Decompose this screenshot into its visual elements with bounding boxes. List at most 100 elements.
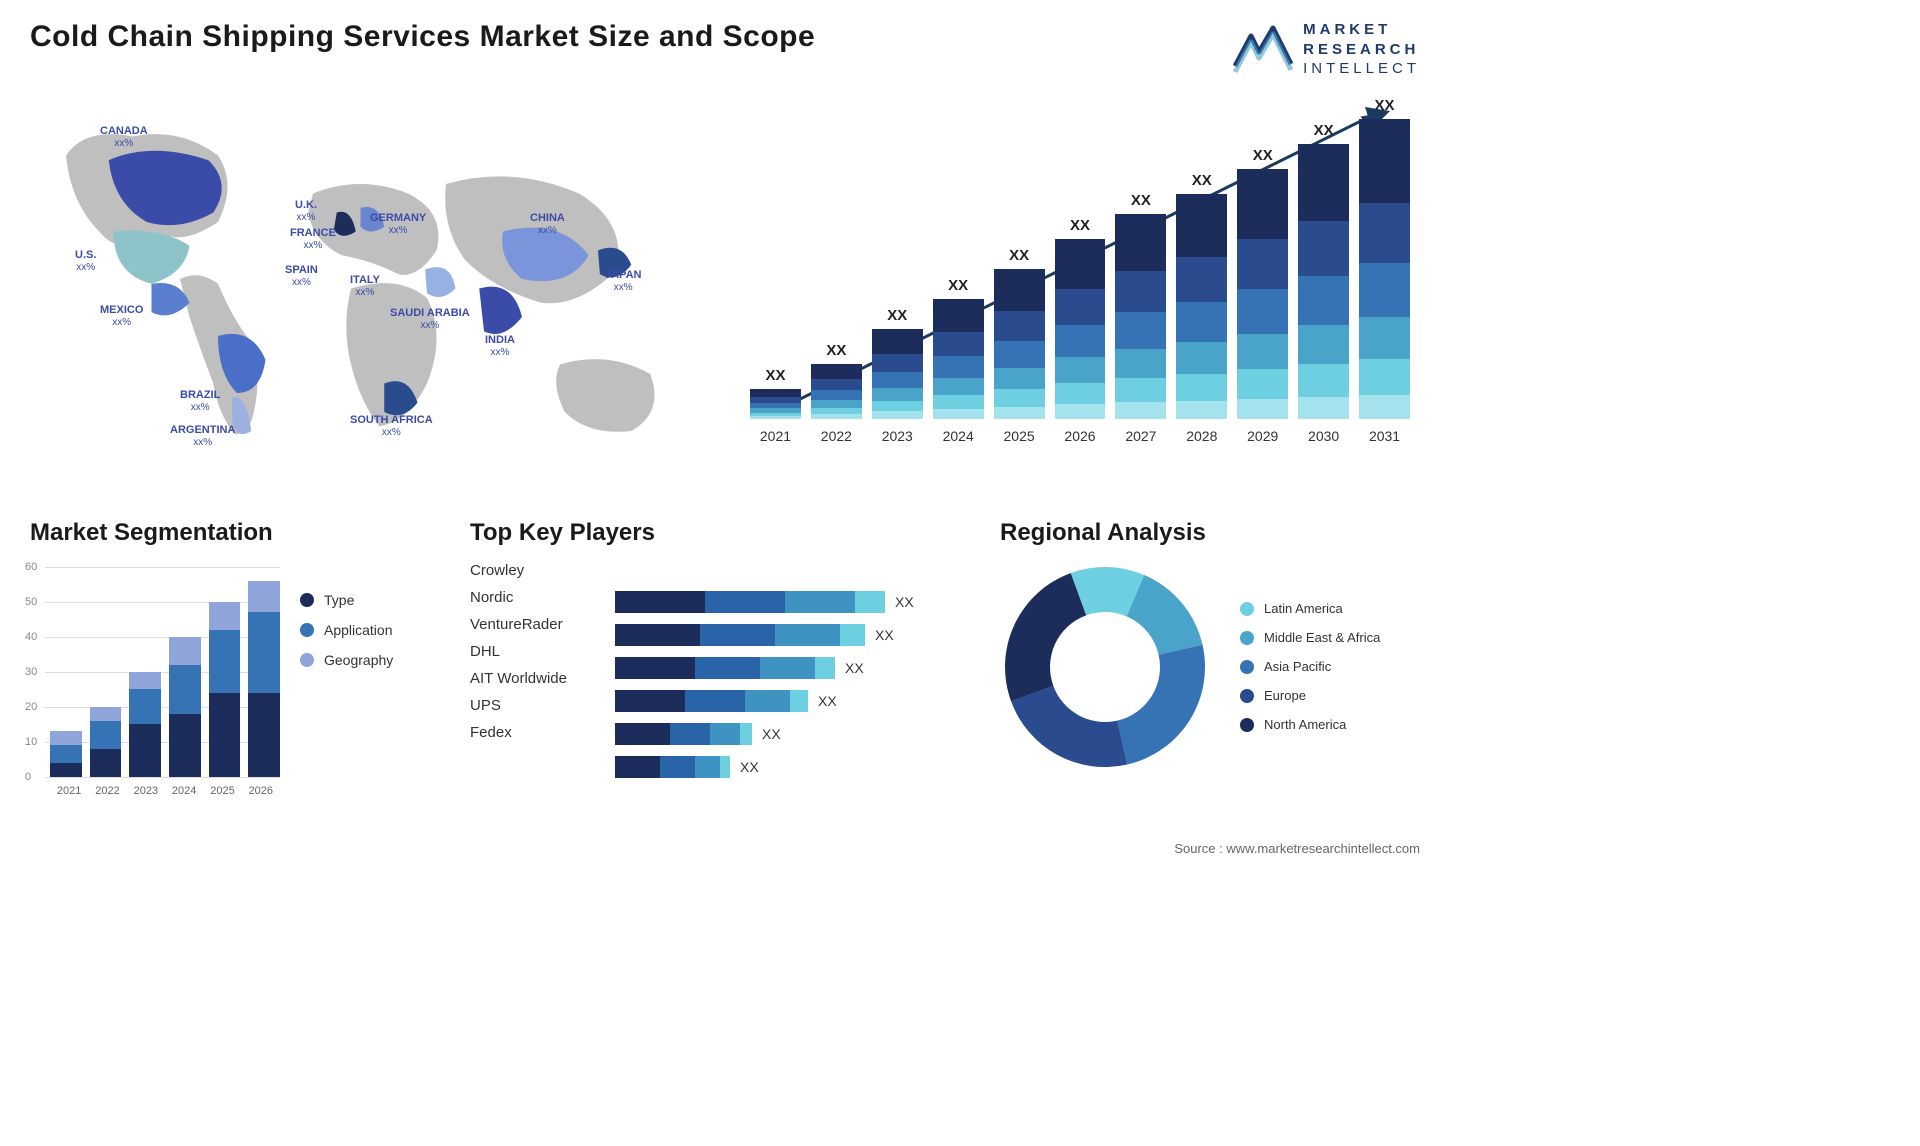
logo-icon xyxy=(1233,24,1293,74)
key-player-value: XX xyxy=(818,693,837,709)
seg-year-label: 2021 xyxy=(57,785,81,797)
y-axis-tick: 50 xyxy=(25,596,37,608)
bar-value-label: XX xyxy=(1237,147,1288,164)
legend-label: Geography xyxy=(324,652,393,668)
legend-dot xyxy=(1240,602,1254,616)
legend-dot xyxy=(1240,689,1254,703)
bar-value-label: XX xyxy=(1176,172,1227,189)
bar-year-label: 2022 xyxy=(811,428,862,444)
source-text: Source : www.marketresearchintellect.com xyxy=(1174,841,1420,856)
y-axis-tick: 0 xyxy=(25,771,31,783)
bar-value-label: XX xyxy=(1359,97,1410,114)
y-axis-tick: 60 xyxy=(25,561,37,573)
donut-slice xyxy=(1117,644,1205,764)
bar-value-label: XX xyxy=(750,367,801,384)
legend-label: North America xyxy=(1264,717,1346,732)
market-bar: XX2027 xyxy=(1115,214,1166,419)
bar-year-label: 2023 xyxy=(872,428,923,444)
bar-year-label: 2026 xyxy=(1055,428,1106,444)
legend-label: Europe xyxy=(1264,688,1306,703)
market-bar: XX2029 xyxy=(1237,169,1288,419)
bar-year-label: 2029 xyxy=(1237,428,1288,444)
regional-panel: Regional Analysis Latin AmericaMiddle Ea… xyxy=(1000,519,1420,809)
bar-year-label: 2025 xyxy=(994,428,1045,444)
segmentation-legend: TypeApplicationGeography xyxy=(300,592,393,797)
map-label: FRANCExx% xyxy=(290,227,336,251)
map-label: SPAINxx% xyxy=(285,264,318,288)
donut-slice xyxy=(1011,685,1127,766)
regional-legend: Latin AmericaMiddle East & AfricaAsia Pa… xyxy=(1240,601,1380,732)
seg-bar xyxy=(90,707,122,777)
key-player-name: DHL xyxy=(470,643,600,660)
market-bar: XX2026 xyxy=(1055,239,1106,419)
legend-dot xyxy=(300,623,314,637)
legend-item: North America xyxy=(1240,717,1380,732)
bar-year-label: 2021 xyxy=(750,428,801,444)
market-bar: XX2024 xyxy=(933,299,984,419)
bar-year-label: 2028 xyxy=(1176,428,1227,444)
page-title: Cold Chain Shipping Services Market Size… xyxy=(30,20,815,54)
key-player-value: XX xyxy=(845,660,864,676)
key-player-row: XX xyxy=(615,689,960,713)
bar-value-label: XX xyxy=(1115,192,1166,209)
y-axis-tick: 40 xyxy=(25,631,37,643)
regional-donut xyxy=(1000,562,1210,772)
bar-value-label: XX xyxy=(811,342,862,359)
logo-text-bottom: INTELLECT xyxy=(1303,60,1420,77)
market-bar: XX2030 xyxy=(1298,144,1349,419)
market-bar: XX2023 xyxy=(872,329,923,419)
bar-value-label: XX xyxy=(933,277,984,294)
segmentation-chart: 0102030405060202120222023202420252026 xyxy=(30,562,280,797)
key-player-row: XX xyxy=(615,623,960,647)
key-player-name: Crowley xyxy=(470,562,600,579)
legend-dot xyxy=(1240,631,1254,645)
seg-bar xyxy=(129,672,161,777)
market-bar: XX2025 xyxy=(994,269,1045,419)
key-player-name: Fedex xyxy=(470,724,600,741)
y-axis-tick: 30 xyxy=(25,666,37,678)
market-bar: XX2021 xyxy=(750,389,801,419)
seg-year-label: 2026 xyxy=(249,785,273,797)
legend-label: Middle East & Africa xyxy=(1264,630,1380,645)
legend-dot xyxy=(300,653,314,667)
map-label: BRAZILxx% xyxy=(180,389,220,413)
regional-title: Regional Analysis xyxy=(1000,519,1420,547)
map-label: CHINAxx% xyxy=(530,212,565,236)
market-bar: XX2022 xyxy=(811,364,862,419)
legend-dot xyxy=(1240,660,1254,674)
legend-label: Application xyxy=(324,622,393,638)
market-bar: XX2028 xyxy=(1176,194,1227,419)
market-size-chart: XX2021XX2022XX2023XX2024XX2025XX2026XX20… xyxy=(740,89,1420,489)
key-player-value: XX xyxy=(895,594,914,610)
brand-logo: MARKET RESEARCH INTELLECT xyxy=(1233,20,1420,79)
map-label: SAUDI ARABIAxx% xyxy=(390,307,470,331)
legend-item: Application xyxy=(300,622,393,638)
key-players-bars: XX XX XX XX XX XX xyxy=(615,590,960,779)
map-label: JAPANxx% xyxy=(605,269,641,293)
donut-slice xyxy=(1005,573,1086,701)
bar-year-label: 2027 xyxy=(1115,428,1166,444)
seg-bar xyxy=(248,581,280,777)
bar-year-label: 2031 xyxy=(1359,428,1410,444)
logo-text-top: MARKET xyxy=(1303,21,1391,38)
map-label: ARGENTINAxx% xyxy=(170,424,235,448)
legend-item: Middle East & Africa xyxy=(1240,630,1380,645)
key-player-value: XX xyxy=(762,726,781,742)
world-map-panel: CANADAxx%U.S.xx%MEXICOxx%BRAZILxx%ARGENT… xyxy=(30,89,710,489)
seg-bar xyxy=(169,637,201,777)
bar-value-label: XX xyxy=(1298,122,1349,139)
seg-year-label: 2023 xyxy=(134,785,158,797)
map-label: U.K.xx% xyxy=(295,199,317,223)
key-player-name: AIT Worldwide xyxy=(470,670,600,687)
map-label: CANADAxx% xyxy=(100,125,148,149)
bar-value-label: XX xyxy=(994,247,1045,264)
map-label: SOUTH AFRICAxx% xyxy=(350,414,433,438)
key-player-name: UPS xyxy=(470,697,600,714)
key-player-name: Nordic xyxy=(470,589,600,606)
map-label: GERMANYxx% xyxy=(370,212,426,236)
key-player-row: XX xyxy=(615,590,960,614)
legend-item: Europe xyxy=(1240,688,1380,703)
key-player-row: XX xyxy=(615,755,960,779)
legend-item: Asia Pacific xyxy=(1240,659,1380,674)
key-players-names: CrowleyNordicVentureRaderDHLAIT Worldwid… xyxy=(470,562,600,779)
